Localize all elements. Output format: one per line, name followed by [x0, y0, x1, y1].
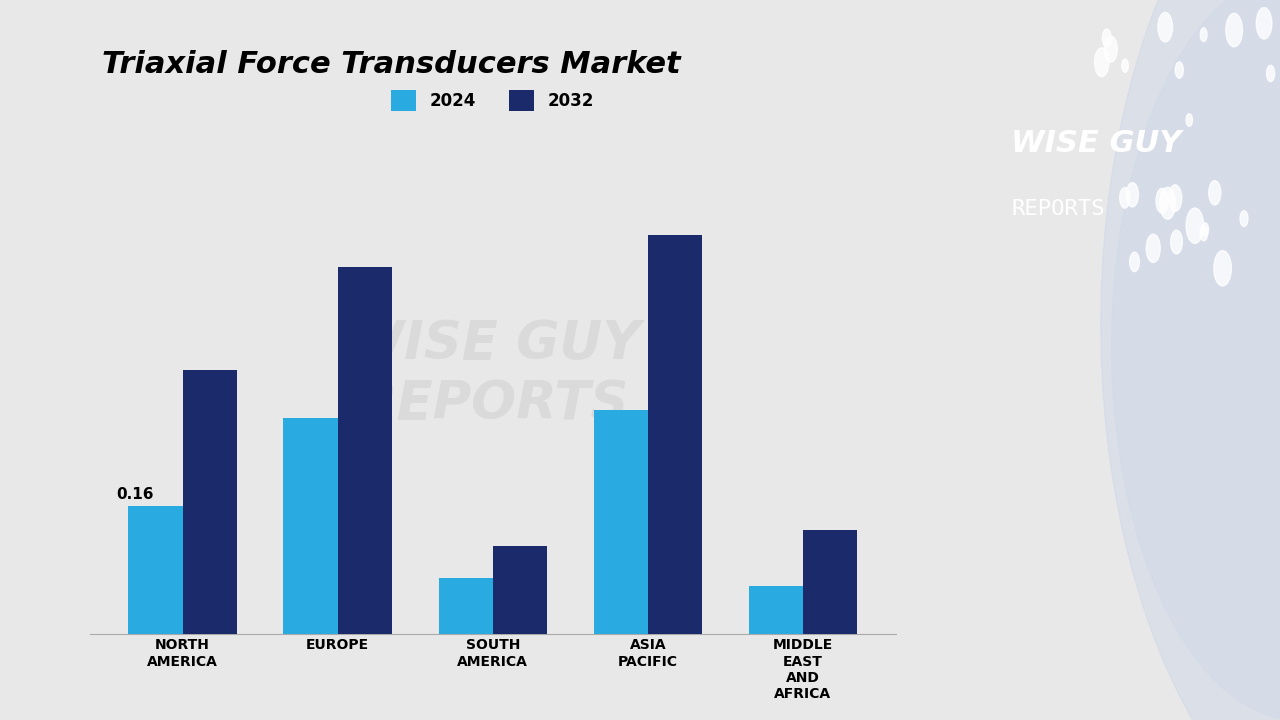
Circle shape	[1175, 62, 1183, 78]
Bar	[803, 530, 858, 634]
Bar	[283, 418, 338, 634]
Circle shape	[1156, 189, 1169, 213]
Bar	[439, 577, 493, 634]
Circle shape	[1187, 114, 1193, 127]
Circle shape	[1158, 12, 1172, 42]
Bar	[338, 266, 392, 634]
Circle shape	[1266, 66, 1275, 81]
Circle shape	[1187, 208, 1203, 243]
Circle shape	[1094, 48, 1108, 76]
Circle shape	[1226, 14, 1243, 47]
Circle shape	[1146, 234, 1160, 262]
Circle shape	[1202, 223, 1208, 236]
Circle shape	[1201, 28, 1207, 42]
Circle shape	[1160, 187, 1175, 219]
Circle shape	[1111, 0, 1280, 720]
Legend: 2024, 2032: 2024, 2032	[383, 82, 603, 119]
Circle shape	[1256, 8, 1272, 39]
Text: WISE GUY
REPORTS: WISE GUY REPORTS	[346, 318, 640, 431]
Circle shape	[1240, 210, 1248, 227]
Bar	[648, 235, 703, 634]
Text: 0.16: 0.16	[116, 487, 154, 502]
Circle shape	[1199, 225, 1207, 240]
Text: WISE GUY: WISE GUY	[1011, 130, 1181, 158]
Bar	[594, 410, 648, 634]
Text: Triaxial Force Transducers Market: Triaxial Force Transducers Market	[102, 50, 681, 79]
Bar	[128, 506, 183, 634]
Bar	[493, 546, 547, 634]
Circle shape	[1121, 59, 1129, 72]
Polygon shape	[1101, 0, 1280, 720]
Bar	[749, 586, 803, 634]
Text: REPORTS: REPORTS	[1011, 199, 1105, 219]
Circle shape	[1105, 36, 1117, 62]
Circle shape	[1169, 185, 1181, 212]
Circle shape	[1213, 251, 1231, 286]
Circle shape	[1208, 181, 1221, 205]
Bar	[183, 370, 237, 634]
Circle shape	[1171, 230, 1183, 253]
Circle shape	[1120, 188, 1130, 208]
Circle shape	[1102, 29, 1111, 47]
Circle shape	[1126, 183, 1138, 207]
Circle shape	[1130, 252, 1139, 271]
